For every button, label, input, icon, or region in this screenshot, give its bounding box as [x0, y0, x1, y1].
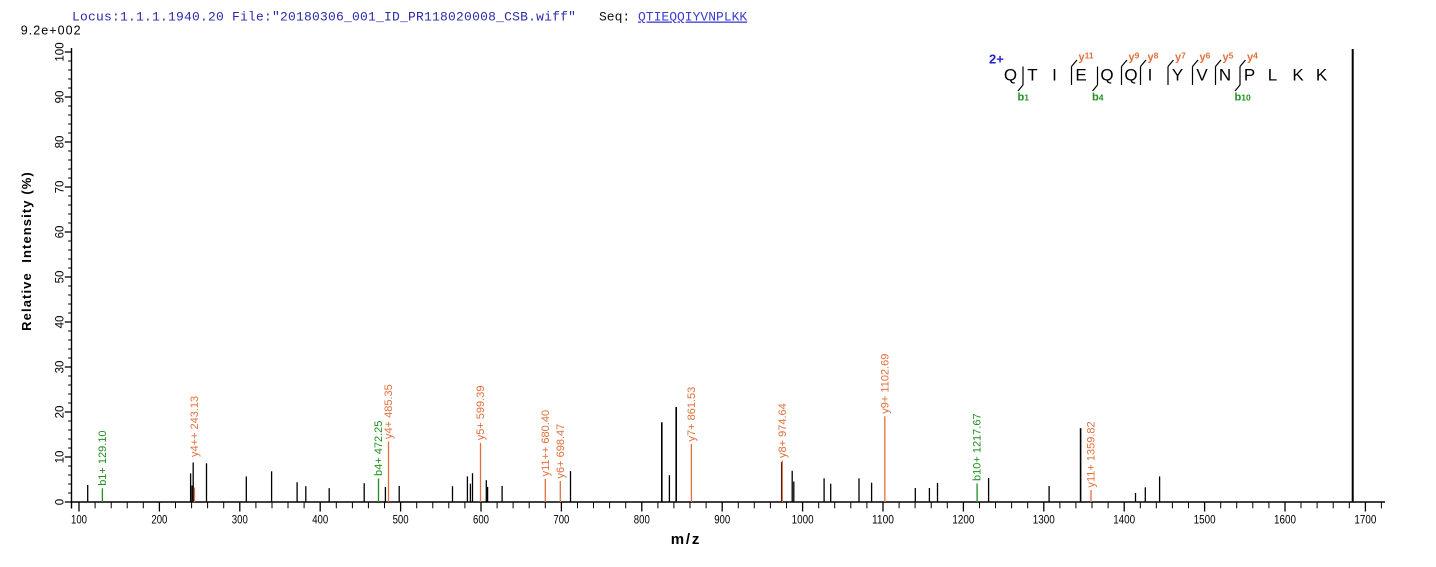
svg-text:y9: y9 — [1129, 51, 1140, 64]
svg-text:20: 20 — [55, 406, 67, 419]
svg-text:y6: y6 — [1200, 51, 1211, 64]
svg-text:60: 60 — [55, 226, 67, 239]
svg-text:V: V — [1196, 66, 1208, 85]
svg-text:1400: 1400 — [1113, 515, 1135, 527]
svg-text:y11++ 680.40: y11++ 680.40 — [540, 410, 552, 476]
svg-text:Y: Y — [1172, 66, 1183, 85]
svg-text:80: 80 — [55, 136, 67, 149]
svg-text:90: 90 — [55, 91, 67, 104]
svg-text:y4++ 243.13: y4++ 243.13 — [189, 396, 201, 457]
svg-text:10: 10 — [55, 451, 67, 464]
svg-text:m/z: m/z — [671, 531, 701, 548]
svg-text:y7+ 861.53: y7+ 861.53 — [686, 387, 698, 442]
svg-text:b1: b1 — [1018, 92, 1030, 104]
svg-text:700: 700 — [553, 515, 569, 527]
svg-text:100: 100 — [71, 515, 87, 527]
svg-text:y8: y8 — [1148, 51, 1159, 64]
svg-text:I: I — [1052, 66, 1057, 85]
svg-text:70: 70 — [55, 181, 67, 194]
svg-text:1600: 1600 — [1274, 515, 1296, 527]
svg-text:9.2e+002: 9.2e+002 — [21, 24, 82, 38]
svg-text:y6+ 698.47: y6+ 698.47 — [555, 424, 567, 479]
svg-text:y9+ 1102.69: y9+ 1102.69 — [879, 354, 891, 414]
svg-text:y8+ 974.64: y8+ 974.64 — [777, 403, 789, 458]
svg-text:1200: 1200 — [952, 515, 974, 527]
svg-text:2+: 2+ — [989, 52, 1004, 67]
svg-text:E: E — [1075, 66, 1086, 85]
svg-text:T: T — [1027, 66, 1037, 85]
svg-text:200: 200 — [151, 515, 167, 527]
svg-text:50: 50 — [55, 271, 67, 284]
svg-text:P: P — [1244, 66, 1255, 85]
svg-text:800: 800 — [634, 515, 650, 527]
svg-text:Q: Q — [1100, 66, 1113, 85]
svg-text:b4: b4 — [1092, 92, 1104, 104]
svg-text:N: N — [1219, 66, 1231, 85]
svg-text:300: 300 — [232, 515, 248, 527]
svg-text:y11: y11 — [1079, 51, 1094, 64]
svg-text:0: 0 — [55, 499, 67, 505]
svg-text:400: 400 — [312, 515, 328, 527]
svg-text:b10+ 1217.67: b10+ 1217.67 — [972, 413, 984, 481]
svg-text:b4+ 472.25: b4+ 472.25 — [373, 421, 385, 476]
svg-text:1000: 1000 — [792, 515, 814, 527]
svg-text:y4: y4 — [1247, 51, 1258, 64]
svg-text:600: 600 — [473, 515, 489, 527]
svg-text:900: 900 — [714, 515, 730, 527]
svg-text:100: 100 — [55, 42, 67, 61]
svg-text:1500: 1500 — [1194, 515, 1216, 527]
svg-text:Relative Intensity (%): Relative Intensity (%) — [19, 171, 34, 331]
svg-text:Seq:: Seq: — [599, 10, 630, 25]
svg-text:30: 30 — [55, 361, 67, 374]
svg-text:b1+ 129.10: b1+ 129.10 — [97, 430, 109, 485]
svg-text:K: K — [1316, 66, 1328, 85]
svg-text:I: I — [1148, 66, 1153, 85]
svg-text:b10: b10 — [1235, 92, 1251, 104]
svg-text:y11+ 1359.82: y11+ 1359.82 — [1086, 421, 1098, 487]
svg-text:1300: 1300 — [1033, 515, 1055, 527]
svg-text:L: L — [1268, 66, 1277, 85]
svg-text:Locus:1.1.1.1940.20 File:"2018: Locus:1.1.1.1940.20 File:"20180306_001_I… — [72, 10, 576, 25]
svg-text:Q: Q — [1124, 66, 1137, 85]
svg-text:K: K — [1292, 66, 1304, 85]
svg-text:40: 40 — [55, 316, 67, 329]
svg-text:1100: 1100 — [872, 515, 894, 527]
svg-text:500: 500 — [393, 515, 409, 527]
svg-text:y5: y5 — [1223, 51, 1234, 64]
svg-text:y7: y7 — [1175, 51, 1186, 64]
svg-text:y4+ 485.35: y4+ 485.35 — [383, 384, 395, 439]
svg-text:1700: 1700 — [1354, 515, 1376, 527]
svg-text:y5+ 599.39: y5+ 599.39 — [475, 386, 487, 441]
svg-text:QTIEQQIYVNPLKK: QTIEQQIYVNPLKK — [638, 10, 747, 25]
svg-text:Q: Q — [1004, 66, 1017, 85]
